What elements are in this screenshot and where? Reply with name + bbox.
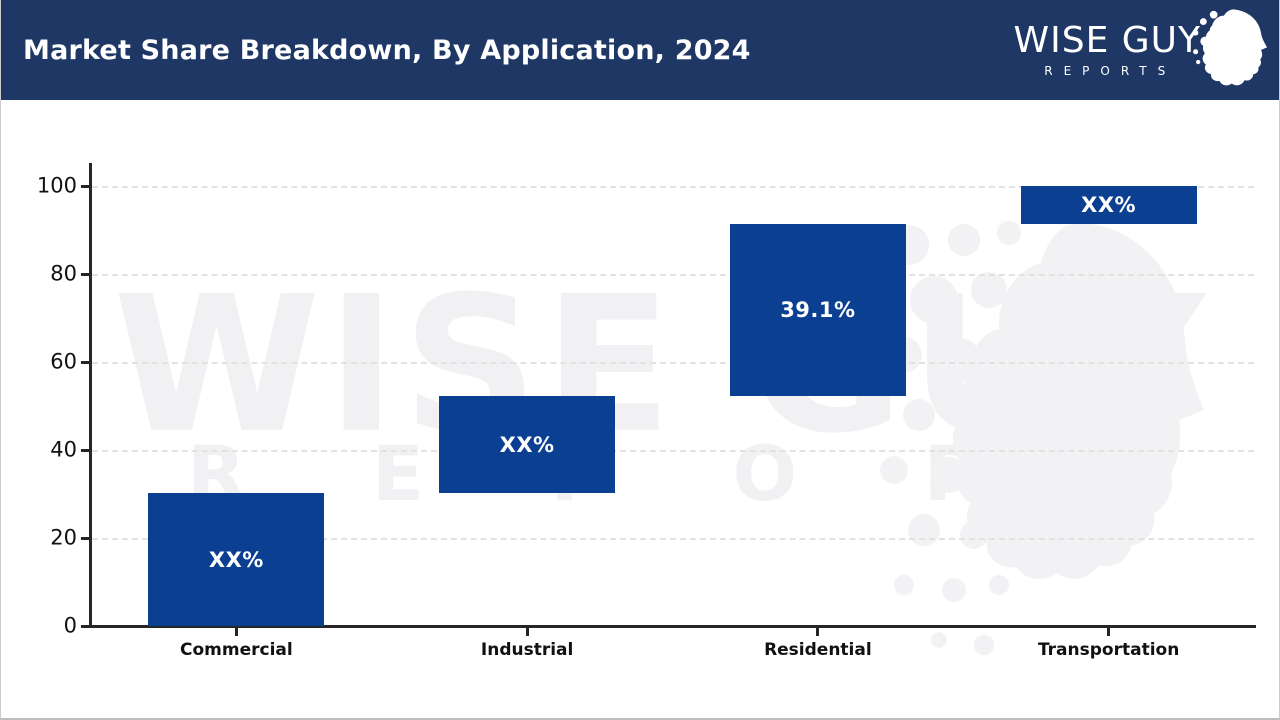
gridline xyxy=(92,538,1254,540)
y-axis-tick-label: 80 xyxy=(50,261,77,286)
face-profile-dots-icon xyxy=(1192,9,1267,86)
gridline xyxy=(92,186,1254,188)
bar-residential: 39.1% xyxy=(729,224,906,397)
bar-commercial: XX% xyxy=(148,493,325,626)
x-axis-tick xyxy=(525,628,529,636)
y-axis-tick-label: 0 xyxy=(63,613,77,638)
brand-name: WISE GUY xyxy=(1013,19,1201,61)
y-axis-tick xyxy=(81,448,90,452)
bar-value-label: XX% xyxy=(208,547,264,572)
x-axis-category-label: Transportation xyxy=(1037,640,1180,660)
x-axis-line xyxy=(89,625,1256,628)
y-axis-line xyxy=(89,163,92,628)
x-axis-category-label: Commercial xyxy=(180,640,293,660)
y-axis-tick xyxy=(81,360,90,364)
y-axis-tick-label: 20 xyxy=(50,525,77,550)
brand-subtitle: REPORTS xyxy=(1044,63,1177,78)
header-bar: Market Share Breakdown, By Application, … xyxy=(1,0,1279,100)
brand-logo-text: WISE GUY REPORTS xyxy=(1013,19,1202,78)
gridline xyxy=(92,450,1254,452)
bar-value-label: XX% xyxy=(1081,193,1137,218)
x-axis-tick xyxy=(1107,628,1111,636)
page-title: Market Share Breakdown, By Application, … xyxy=(23,34,751,66)
gridline xyxy=(92,274,1254,276)
y-axis-tick xyxy=(81,624,90,628)
bar-transportation: XX% xyxy=(1020,186,1197,225)
brand-logo: WISE GUY REPORTS xyxy=(1014,6,1274,94)
y-axis-tick-label: 60 xyxy=(50,349,77,374)
x-axis-category-label: Residential xyxy=(764,640,872,660)
bar-value-label: 39.1% xyxy=(780,298,856,323)
y-axis-tick xyxy=(81,536,90,540)
y-axis-tick-label: 40 xyxy=(50,437,77,462)
y-axis-tick xyxy=(81,272,90,276)
bar-industrial: XX% xyxy=(439,396,616,494)
x-axis-tick xyxy=(816,628,820,636)
x-axis-category-label: Industrial xyxy=(480,640,574,660)
y-axis-tick-label: 100 xyxy=(36,173,77,198)
y-axis-tick xyxy=(81,184,90,188)
bar-value-label: XX% xyxy=(499,432,555,457)
x-axis-tick xyxy=(234,628,238,636)
gridline xyxy=(92,362,1254,364)
